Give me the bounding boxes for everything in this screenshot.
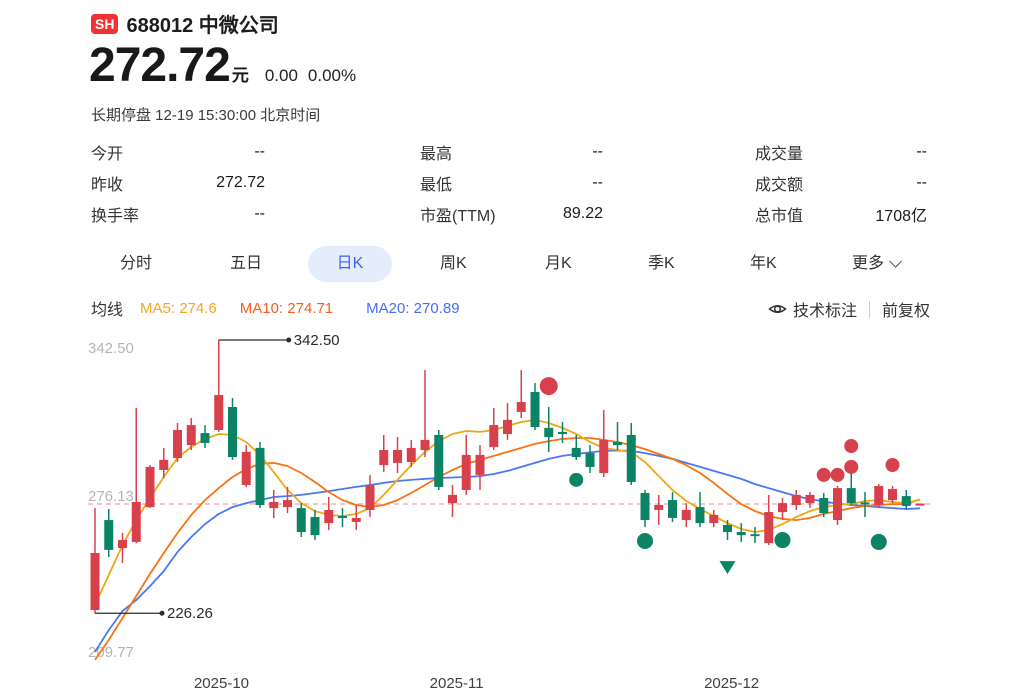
tab-more[interactable]: 更多 — [852, 246, 903, 282]
ma-bar-title: 均线 — [91, 302, 124, 319]
candlestick-chart[interactable]: 342.50 276.13 209.77 342.50 226.26 2025-10 202… — [0, 330, 1029, 699]
exchange-badge: SH — [91, 13, 119, 34]
x-axis-month-label: 2025-10 — [194, 675, 249, 692]
tab-weekly-k[interactable]: 周K — [440, 255, 467, 272]
green-signal-dot — [870, 533, 887, 550]
stat-value: 272.72 — [216, 173, 265, 191]
tab-quarterly-k[interactable]: 季K — [648, 255, 675, 272]
current-price: 272.72 — [89, 39, 231, 92]
green-signal-dot — [637, 532, 653, 549]
red-signal-dot — [844, 459, 859, 474]
ma10-legend: MA10: 274.71 — [239, 299, 334, 317]
tab-more-label: 更多 — [852, 255, 885, 272]
stats-col-1: 今开 -- 昨收 272.72 换手率 -- — [91, 136, 265, 229]
x-axis-month-label: 2025-11 — [430, 675, 484, 692]
stat-row: 总市值 1708亿 — [755, 198, 927, 229]
chart-tools: 技术标注 前复权 — [768, 297, 930, 321]
stat-label: 总市值 — [755, 207, 804, 225]
stat-label: 成交量 — [755, 145, 804, 163]
ma20-legend: MA20: 270.89 — [366, 299, 460, 317]
green-signal-dot — [774, 532, 791, 549]
ma5-line — [94, 418, 921, 606]
red-signal-dot — [885, 458, 900, 473]
x-axis-month-label: 2025-12 — [704, 675, 759, 692]
currency-unit: 元 — [231, 66, 249, 85]
price-change: 0.00 — [264, 66, 298, 85]
stock-title: 688012 中微公司 — [126, 15, 279, 37]
stat-value: -- — [916, 173, 927, 191]
stock-header: SH 688012 中微公司 — [91, 9, 279, 38]
divider — [868, 300, 870, 318]
stat-row: 最高 -- — [420, 136, 603, 167]
stat-value: -- — [254, 204, 265, 222]
stat-row: 今开 -- — [91, 136, 265, 167]
stat-value: 1708亿 — [875, 207, 927, 225]
stat-row: 换手率 -- — [91, 198, 265, 229]
tab-monthly-k[interactable]: 月K — [545, 255, 572, 272]
eye-icon — [768, 301, 787, 317]
stat-row: 市盈(TTM) 89.22 — [420, 198, 603, 229]
stat-label: 成交额 — [755, 176, 804, 194]
red-signal-dot — [844, 439, 859, 454]
stat-value: 89.22 — [562, 204, 603, 222]
y-axis-tick-label: 342.50 — [88, 340, 134, 357]
tab-5day[interactable]: 五日 — [230, 255, 263, 272]
technical-annotation-toggle[interactable]: 技术标注 — [792, 303, 857, 320]
stat-label: 最低 — [420, 176, 453, 194]
price-block: 272.72 元 0.00 0.00% — [89, 38, 356, 93]
stat-label: 市盈(TTM) — [420, 207, 496, 225]
stat-label: 今开 — [91, 145, 124, 163]
green-signal-dot — [569, 472, 584, 487]
candles-group — [90, 340, 925, 614]
price-annotation-label: 342.50 — [294, 332, 340, 349]
adjust-mode-forward[interactable]: 前复权 — [881, 303, 930, 320]
y-axis-tick-label: 276.13 — [88, 488, 134, 505]
red-signal-dot — [830, 467, 845, 482]
red-signal-dot — [539, 377, 558, 396]
chevron-down-icon — [889, 255, 903, 268]
ma5-legend: MA5: 274.6 — [140, 299, 217, 317]
stat-row: 最低 -- — [420, 167, 603, 198]
stats-col-2: 最高 -- 最低 -- 市盈(TTM) 89.22 — [420, 136, 603, 229]
stat-label: 换手率 — [91, 207, 140, 225]
stat-row: 成交额 -- — [755, 167, 927, 198]
stat-row: 昨收 272.72 — [91, 167, 265, 198]
trading-status: 长期停盘 12-19 15:30:00 北京时间 — [91, 107, 321, 124]
price-change-percent: 0.00% — [307, 66, 357, 85]
stats-col-3: 成交量 -- 成交额 -- 总市值 1708亿 — [755, 136, 927, 229]
y-axis-tick-label: 209.77 — [88, 644, 134, 661]
red-signal-dot — [816, 467, 831, 482]
ma-legend-bar: 均线 MA5: 274.6 MA10: 274.71 MA20: 270.89 — [91, 296, 460, 320]
down-triangle-marker — [719, 561, 736, 575]
tab-daily-k-active[interactable]: 日K — [308, 246, 392, 282]
ma20-line — [94, 449, 921, 653]
stat-value: -- — [916, 142, 927, 160]
stat-value: -- — [592, 173, 603, 191]
price-annotation-label: 226.26 — [167, 605, 213, 622]
tab-minute[interactable]: 分时 — [120, 255, 153, 272]
stat-row: 成交量 -- — [755, 136, 927, 167]
stat-label: 昨收 — [91, 176, 124, 194]
tab-yearly-k[interactable]: 年K — [750, 255, 777, 272]
stat-value: -- — [592, 142, 603, 160]
stat-value: -- — [254, 142, 265, 160]
stat-label: 最高 — [420, 145, 453, 163]
